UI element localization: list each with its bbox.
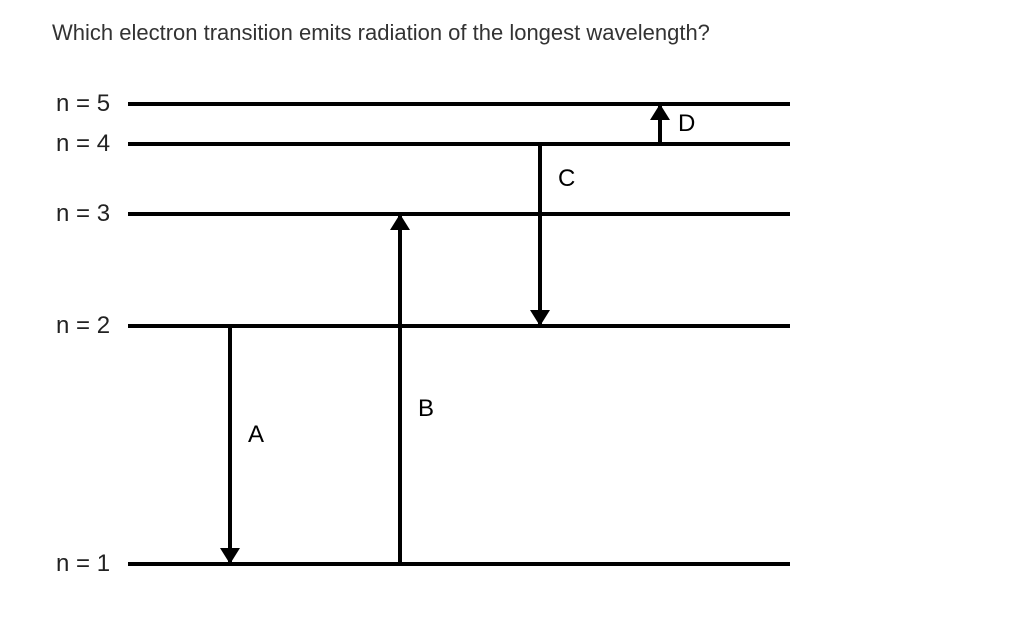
transition-label-B: B <box>418 395 434 423</box>
energy-level-diagram: n = 5 n = 4 n = 3 n = 2 n = 1 A B C D <box>30 84 790 584</box>
level-label-n2: n = 2 <box>56 312 110 340</box>
level-label-n3: n = 3 <box>56 200 110 228</box>
transition-arrow-C <box>530 310 550 326</box>
transition-label-D: D <box>678 110 695 138</box>
question-text: Which electron transition emits radiatio… <box>52 20 710 46</box>
transition-label-C: C <box>558 165 575 193</box>
transition-arrow-A <box>220 548 240 564</box>
energy-level-svg <box>30 84 790 584</box>
transition-arrow-D <box>650 104 670 120</box>
level-label-n1: n = 1 <box>56 550 110 578</box>
transition-arrow-B <box>390 214 410 230</box>
transition-label-A: A <box>248 421 264 449</box>
level-label-n5: n = 5 <box>56 90 110 118</box>
level-label-n4: n = 4 <box>56 130 110 158</box>
